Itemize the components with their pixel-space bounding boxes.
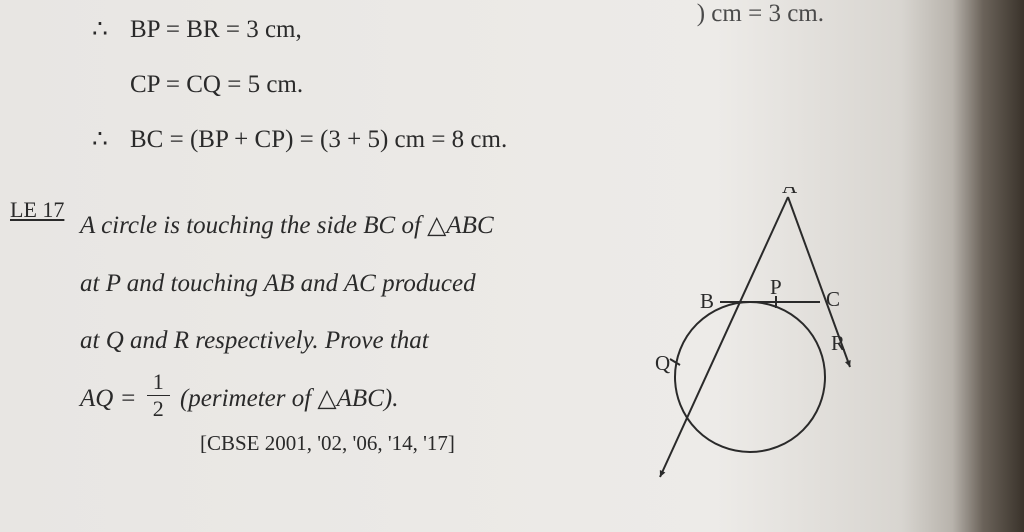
svg-text:B: B bbox=[700, 289, 714, 313]
example-text-column: LE 17 A circle is touching the side BC o… bbox=[80, 197, 590, 456]
triangle-symbol: △ bbox=[317, 385, 336, 412]
problem-statement: A circle is touching the side BC of △ABC… bbox=[80, 197, 494, 456]
problem-line-3: at Q and R respectively. Prove that bbox=[80, 312, 494, 370]
svg-text:C: C bbox=[826, 287, 840, 311]
math-line-1: ∴ BP = BR = 3 cm, bbox=[80, 2, 994, 57]
therefore-symbol: ∴ bbox=[80, 112, 130, 167]
therefore-symbol: ∴ bbox=[80, 2, 130, 57]
math-line-2: CP = CQ = 5 cm. bbox=[130, 57, 994, 112]
problem-line-1: A circle is touching the side BC of △ABC bbox=[80, 197, 494, 255]
svg-text:Q: Q bbox=[655, 351, 670, 375]
math-expression-3: BC = (BP + CP) = (3 + 5) cm = 8 cm. bbox=[130, 112, 507, 167]
svg-text:A: A bbox=[782, 187, 798, 198]
problem-text-segment: ABC). bbox=[337, 385, 399, 412]
cutoff-text: ) cm = 3 cm. bbox=[697, 0, 824, 28]
problem-text-segment: (perimeter of bbox=[174, 385, 318, 412]
diagram-column: ABCPQR bbox=[610, 197, 994, 456]
math-line-3: ∴ BC = (BP + CP) = (3 + 5) cm = 8 cm. bbox=[80, 112, 994, 167]
fraction: 12 bbox=[147, 371, 170, 420]
svg-text:P: P bbox=[770, 275, 782, 299]
math-derivation-block: ∴ BP = BR = 3 cm, CP = CQ = 5 cm. ∴ BC =… bbox=[80, 0, 994, 167]
problem-text-segment: ABC bbox=[446, 212, 493, 239]
math-expression-2: CP = CQ = 5 cm. bbox=[130, 57, 303, 112]
example-label: LE 17 bbox=[10, 197, 80, 456]
citation: [CBSE 2001, '02, '06, '14, '17] bbox=[200, 431, 494, 456]
math-expression-1: BP = BR = 3 cm, bbox=[130, 2, 302, 57]
problem-line-4: AQ = 12 (perimeter of △ABC). bbox=[80, 370, 494, 428]
fraction-numerator: 1 bbox=[147, 371, 170, 396]
problem-text-segment: A circle is touching the side BC of bbox=[80, 212, 427, 239]
fraction-denominator: 2 bbox=[147, 396, 170, 420]
svg-text:R: R bbox=[831, 331, 845, 355]
triangle-symbol: △ bbox=[427, 212, 446, 239]
example-section: LE 17 A circle is touching the side BC o… bbox=[80, 197, 994, 456]
geometry-diagram: A B C P Q R bbox=[610, 187, 910, 487]
problem-line-2: at P and touching AB and AC produced bbox=[80, 255, 494, 313]
problem-text-segment: AQ = bbox=[80, 385, 143, 412]
